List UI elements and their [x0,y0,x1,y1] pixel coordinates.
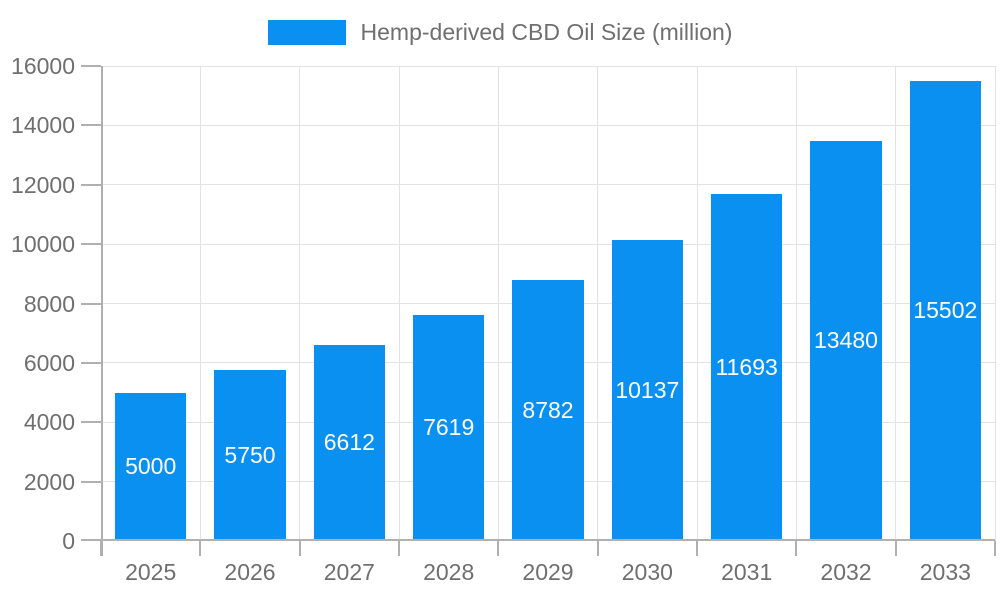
plot-area: 0 2000 4000 6000 8000 10000 12000 14000 16000 500… [11,54,996,585]
bar-value-label: 15502 [913,297,978,324]
h-gridline [101,243,995,245]
x-axis-line [81,539,995,541]
y-tick [81,421,101,424]
bar: 6612 [313,344,386,541]
x-tick-label: 2026 [224,559,276,585]
bar: 8782 [512,280,584,541]
y-tick-label: 2000 [23,468,75,495]
x-tick-label: 2027 [323,559,375,585]
v-gridline [895,66,897,541]
v-gridline [597,66,599,541]
y-tick [81,124,101,127]
x-tick-label: 2028 [423,559,475,585]
bar-value-label: 10137 [615,377,680,404]
y-tick [81,65,101,67]
bar-value-label: 13480 [814,327,878,354]
bar: 10137 [611,240,684,541]
y-tick-label: 6000 [23,349,75,376]
y-tick-label: 4000 [23,409,75,436]
x-tick-label: 2031 [721,559,773,585]
y-tick [81,302,101,305]
y-tick-label: 14000 [11,112,75,139]
x-tick-label: 2033 [919,559,971,585]
bar: 15502 [909,80,982,541]
x-tick-label: 2029 [522,559,574,585]
y-tick [81,183,101,186]
bar-value-label: 7619 [423,414,475,441]
x-tick-label: 2030 [621,559,673,585]
x-tick [894,541,897,556]
legend-swatch-icon [267,20,346,45]
h-gridline [101,124,995,126]
x-tick [199,541,202,556]
y-tick [81,480,101,483]
h-gridline [101,184,995,186]
legend-item[interactable]: Hemp-derived CBD Oil Size (million) [0,19,1000,46]
x-tick-label: 2025 [125,559,177,585]
y-tick-label: 10000 [11,231,75,258]
v-gridline [994,66,996,541]
bar-value-label: 5750 [224,442,276,469]
x-tick [795,541,798,556]
y-axis-line [101,66,103,556]
x-tick [298,541,301,556]
bar-value-label: 8782 [522,397,574,424]
bar-value-label: 5000 [125,453,177,480]
bar: 11693 [710,193,783,541]
x-tick [398,541,400,556]
y-tick-label: 8000 [23,290,75,317]
y-tick-label: 0 [62,528,75,554]
x-tick-label: 2032 [820,559,872,585]
legend-label: Hemp-derived CBD Oil Size (million) [360,19,733,45]
h-gridline [101,65,995,67]
v-gridline [199,66,201,541]
y-tick-label: 12000 [11,171,75,198]
x-tick [994,541,996,556]
x-tick [596,541,599,556]
bar: 7619 [412,314,485,541]
y-tick-label: 16000 [11,53,75,79]
bar: 5750 [214,370,286,541]
y-tick [81,361,101,364]
v-gridline [497,66,499,541]
v-gridline [398,66,400,541]
bar: 13480 [810,140,882,541]
x-tick [696,541,698,556]
bar: 5000 [114,392,187,541]
bar-value-label: 6612 [323,429,375,456]
v-gridline [795,66,797,541]
v-gridline [696,66,698,541]
bar-value-label: 11693 [715,353,778,380]
v-gridline [299,66,301,541]
y-tick [81,243,101,246]
x-tick [497,541,500,556]
